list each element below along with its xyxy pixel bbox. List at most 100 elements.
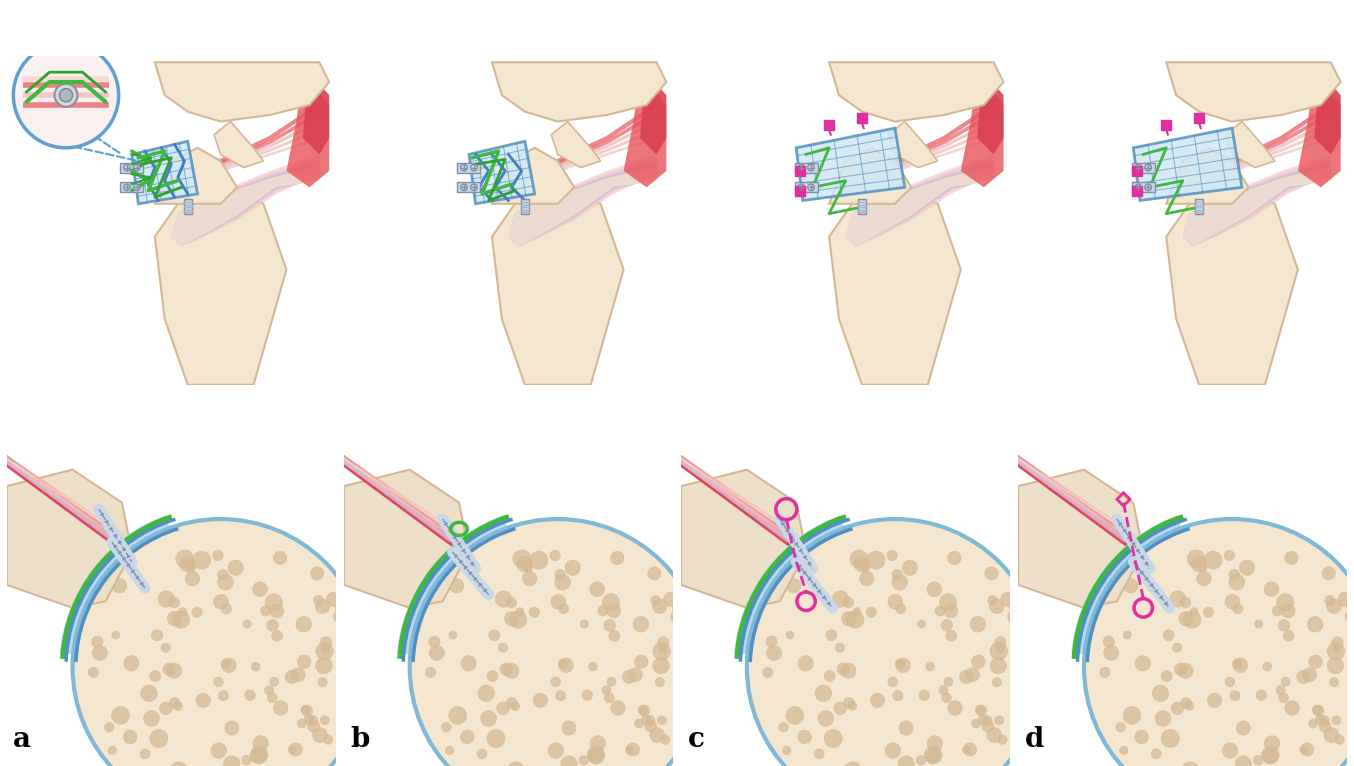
Circle shape [1315,715,1326,725]
Circle shape [1332,637,1343,648]
Circle shape [429,636,440,647]
Polygon shape [303,72,329,155]
Circle shape [1285,701,1300,715]
Circle shape [214,677,223,687]
Polygon shape [1018,470,1143,608]
Circle shape [941,620,953,631]
Circle shape [1171,702,1183,715]
Bar [795,162,818,172]
Circle shape [590,735,605,751]
Circle shape [504,663,519,679]
Polygon shape [509,160,657,247]
Bar [458,182,481,192]
Circle shape [988,595,998,605]
Circle shape [1122,706,1141,725]
Circle shape [609,630,620,641]
Circle shape [158,591,175,607]
Circle shape [291,668,305,682]
Circle shape [918,620,926,628]
Circle shape [134,184,139,191]
Circle shape [460,656,477,671]
Circle shape [604,620,616,631]
Circle shape [963,746,971,754]
Polygon shape [845,157,994,247]
Circle shape [984,567,998,580]
Circle shape [623,670,636,683]
Circle shape [301,705,310,715]
Circle shape [978,715,988,725]
Circle shape [533,693,547,708]
Polygon shape [492,188,624,385]
Polygon shape [845,160,994,247]
Circle shape [1330,678,1339,687]
Circle shape [1309,719,1317,728]
Circle shape [975,705,984,715]
Circle shape [1204,607,1213,617]
Circle shape [944,677,953,686]
Circle shape [1181,697,1192,709]
Circle shape [1187,550,1205,568]
Circle shape [990,643,1007,660]
Circle shape [1225,677,1235,687]
Circle shape [298,655,311,669]
Circle shape [1303,668,1316,682]
Circle shape [223,756,240,766]
Circle shape [850,550,868,568]
Circle shape [670,610,684,624]
Circle shape [555,569,566,580]
Circle shape [1284,630,1294,641]
Circle shape [73,519,368,766]
Circle shape [663,592,678,607]
Polygon shape [1298,72,1340,188]
Circle shape [1190,607,1198,616]
Circle shape [1265,581,1280,597]
Polygon shape [509,166,657,247]
Circle shape [1145,164,1151,171]
Circle shape [222,604,232,614]
Circle shape [766,636,777,647]
Circle shape [825,670,835,682]
Circle shape [272,630,283,641]
Circle shape [1229,574,1244,590]
Circle shape [972,655,986,669]
Circle shape [1116,722,1125,732]
Circle shape [169,597,180,608]
Circle shape [582,690,593,700]
Circle shape [783,746,791,755]
Circle shape [410,519,705,766]
Polygon shape [171,160,320,247]
Circle shape [111,706,130,725]
Circle shape [321,637,332,648]
Circle shape [917,755,926,765]
Circle shape [506,697,517,709]
Bar [795,182,818,192]
Polygon shape [551,122,601,168]
Circle shape [1347,598,1354,617]
Circle shape [286,670,299,683]
Circle shape [321,645,329,653]
Circle shape [1327,657,1343,674]
Circle shape [265,594,283,611]
Circle shape [658,645,666,653]
Circle shape [944,604,959,618]
Polygon shape [344,470,468,608]
Circle shape [626,746,634,754]
Circle shape [655,678,665,687]
Polygon shape [154,188,287,385]
Circle shape [926,748,941,763]
Circle shape [1163,630,1174,641]
Circle shape [1162,729,1179,748]
Circle shape [489,630,500,641]
Text: c: c [688,725,704,753]
Circle shape [498,643,508,653]
Circle shape [245,690,256,700]
Circle shape [639,705,650,716]
Circle shape [762,667,773,677]
Polygon shape [287,72,329,188]
Bar [1132,182,1155,192]
Circle shape [1285,552,1298,565]
Circle shape [860,571,875,586]
Circle shape [653,657,669,674]
Circle shape [310,567,324,580]
Circle shape [172,611,190,628]
